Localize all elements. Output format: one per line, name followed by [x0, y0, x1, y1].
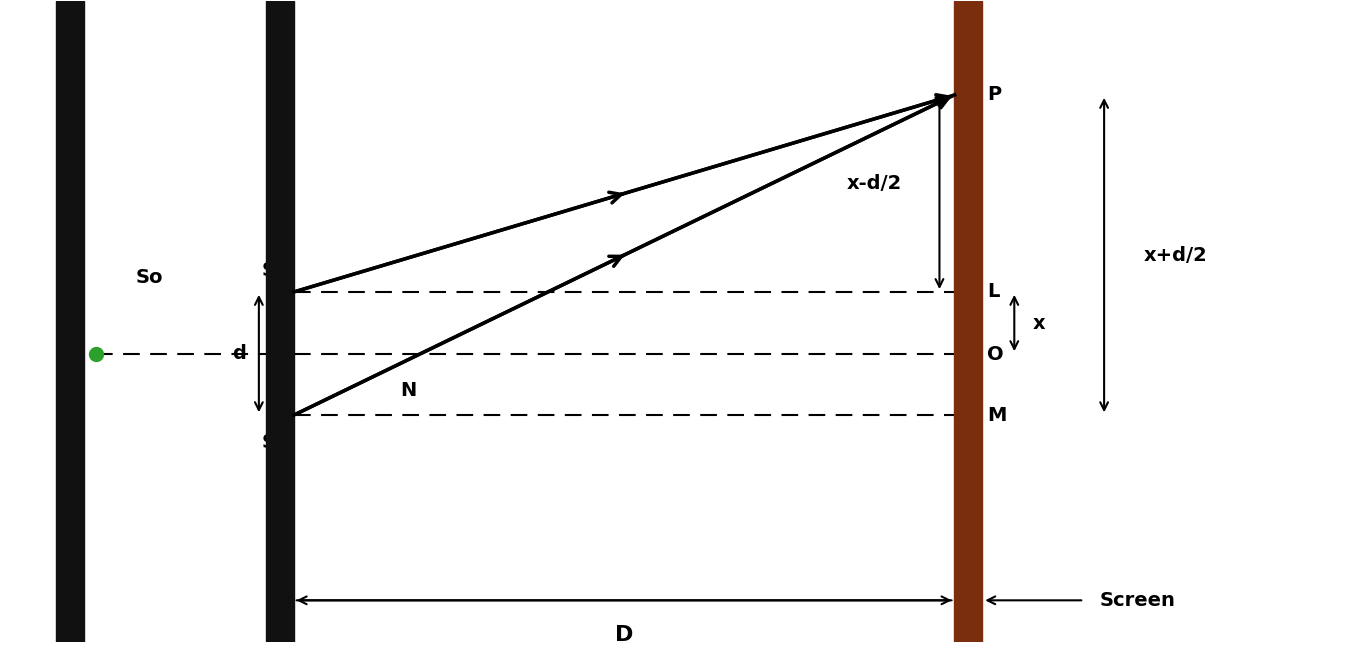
Text: O: O	[987, 344, 1004, 363]
Bar	[266, 1, 294, 642]
Bar	[57, 1, 84, 642]
Text: M: M	[987, 406, 1007, 424]
Text: D: D	[614, 625, 633, 645]
Text: x-d/2: x-d/2	[846, 174, 902, 193]
Text: d: d	[232, 344, 246, 363]
Text: So: So	[136, 268, 163, 287]
Text: x+d/2: x+d/2	[1143, 246, 1208, 265]
Text: N: N	[401, 381, 417, 400]
Text: Screen: Screen	[1099, 591, 1174, 610]
Text: S: S	[68, 325, 81, 344]
Text: S1: S1	[261, 261, 289, 280]
Text: x: x	[1033, 313, 1045, 333]
Text: L: L	[987, 283, 1000, 302]
Bar	[954, 1, 983, 642]
Text: P: P	[987, 85, 1002, 105]
Text: S2: S2	[261, 433, 289, 452]
